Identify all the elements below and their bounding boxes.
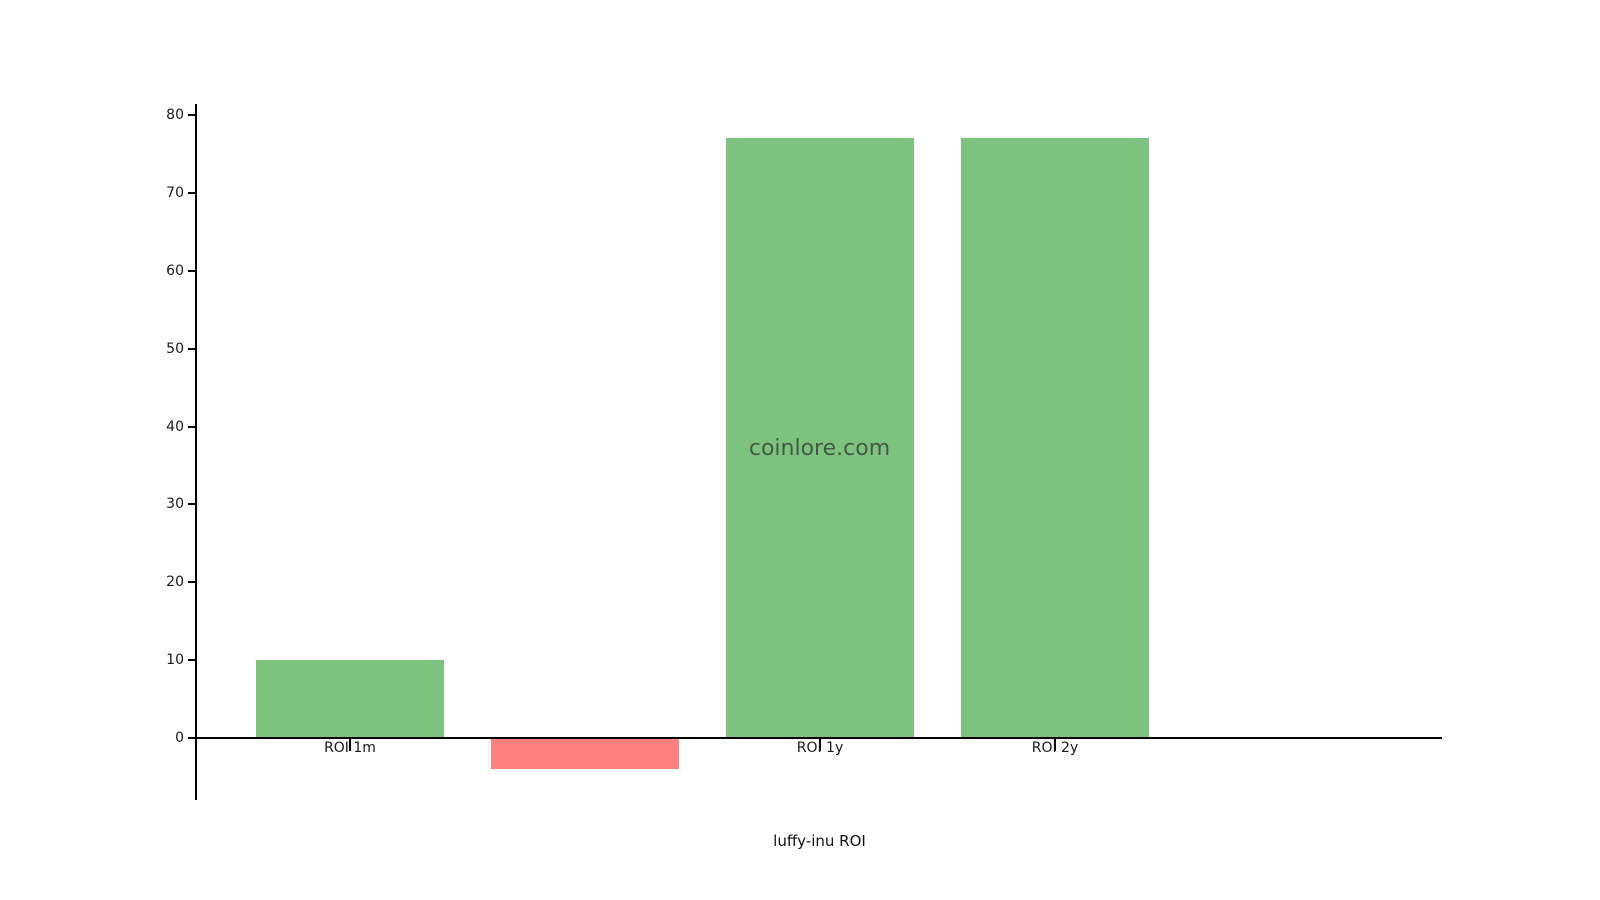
x-tick-label: ROI 1m (324, 740, 376, 756)
y-tick-mark (188, 659, 195, 662)
bar-roi-1y (726, 138, 914, 738)
bar-roi-2y (961, 138, 1149, 738)
x-tick-label: ROI 1y (796, 740, 844, 756)
y-tick-mark (188, 425, 195, 428)
y-tick-label: 20 (166, 574, 184, 591)
y-tick-label: 30 (166, 496, 184, 513)
y-tick-label: 10 (166, 652, 184, 669)
y-tick-mark (188, 191, 195, 194)
y-tick-label: 60 (166, 262, 184, 279)
y-tick-mark (188, 347, 195, 350)
x-tick-label: ROI 2y (1031, 740, 1079, 756)
x-tick-mark (1054, 739, 1056, 751)
y-tick-label: 40 (166, 418, 184, 435)
watermark-text: coinlore.com (748, 436, 891, 461)
y-tick-mark (188, 114, 195, 116)
y-tick-mark (188, 503, 195, 506)
y-tick-label: 80 (166, 107, 184, 123)
y-tick-mark (188, 581, 195, 584)
bar-unlabeled-1 (491, 738, 679, 770)
y-tick-mark (188, 737, 195, 739)
x-tick-mark (349, 739, 351, 751)
chart-title: luffy-inu ROI (773, 832, 866, 850)
y-tick-label: 70 (166, 184, 184, 201)
y-tick-label: 0 (175, 730, 184, 746)
x-tick-mark (819, 739, 821, 751)
y-tick-mark (188, 269, 195, 272)
y-axis-line (195, 104, 197, 800)
y-tick-label: 50 (166, 340, 184, 357)
bar-roi-1m (256, 660, 444, 738)
x-axis-line (195, 737, 1442, 739)
